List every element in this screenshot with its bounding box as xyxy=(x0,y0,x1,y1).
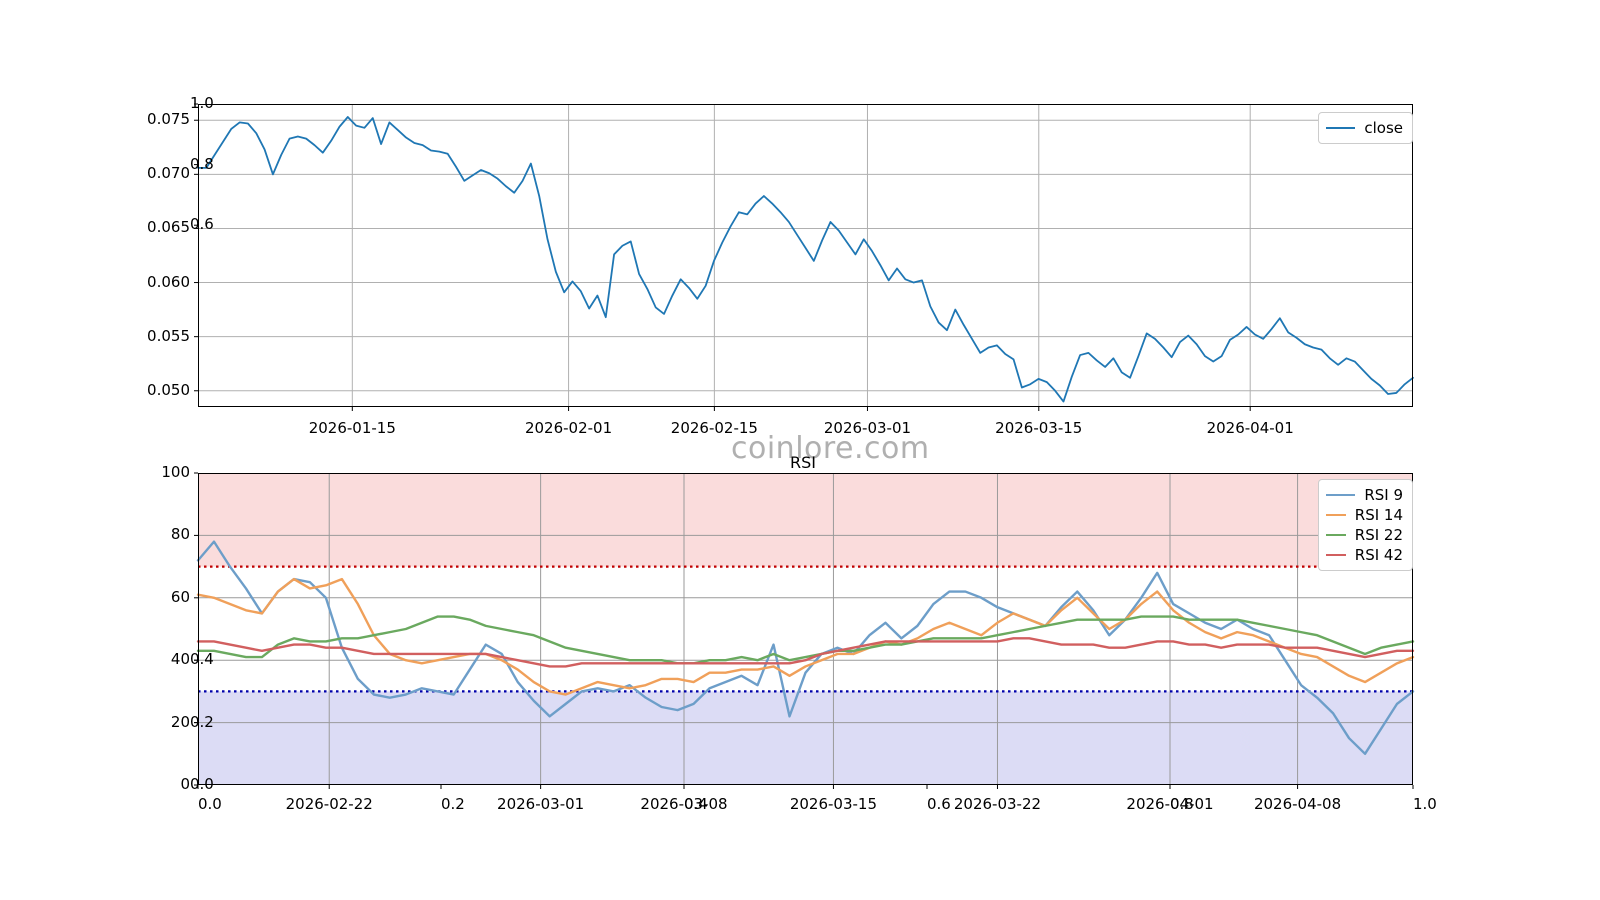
price-y-tick: 0.050 xyxy=(147,380,190,399)
legend-swatch-rsi9 xyxy=(1326,494,1356,496)
legend-label-rsi22: RSI 22 xyxy=(1354,526,1403,544)
legend-swatch-rsi14 xyxy=(1326,514,1346,516)
legend-label-rsi14: RSI 14 xyxy=(1354,506,1403,524)
legend-item-rsi14: RSI 14 xyxy=(1326,505,1403,525)
price-x-tick: 2026-01-15 xyxy=(308,419,396,437)
rsi-ghost-y-tick: 0.0 xyxy=(190,775,214,793)
legend-label-close: close xyxy=(1364,119,1403,137)
rsi-y-tick: 100 xyxy=(161,463,190,481)
rsi-x-tick: 2026-03-01 xyxy=(497,795,585,813)
price-ghost-y-tick: 0.8 xyxy=(190,154,214,173)
rsi-x-tick: 2026-03-15 xyxy=(789,795,878,813)
legend-swatch-rsi42 xyxy=(1326,554,1346,556)
price-panel-frame xyxy=(198,104,1413,407)
price-x-tick: 2026-03-01 xyxy=(823,419,912,437)
legend-item-close: close xyxy=(1326,118,1403,138)
legend-item-rsi42: RSI 42 xyxy=(1326,545,1403,565)
rsi-y-tick: 80 xyxy=(170,525,190,544)
legend-label-rsi9: RSI 9 xyxy=(1364,486,1403,504)
coinlore-watermark: coinlore.com xyxy=(731,431,930,466)
rsi-y-tick: 20 xyxy=(170,712,190,731)
legend-item-rsi22: RSI 22 xyxy=(1326,525,1403,545)
price-y-tick: 0.075 xyxy=(147,110,190,129)
rsi-ghost-x-tick: 1.0 xyxy=(1413,795,1437,813)
price-ghost-y-tick: 1.0 xyxy=(190,94,214,112)
rsi-y-tick: 60 xyxy=(170,587,190,606)
rsi-ghost-y-tick: 0.4 xyxy=(190,650,214,669)
rsi-ghost-y-tick: 0.2 xyxy=(190,712,214,731)
legend-swatch-rsi22 xyxy=(1326,534,1346,536)
rsi-ghost-x-tick: 0.0 xyxy=(198,795,222,813)
rsi-x-tick: 2026-04-08 xyxy=(1253,795,1342,813)
legend-swatch-close xyxy=(1326,127,1356,129)
rsi-ghost-x-tick: 0.6 xyxy=(927,795,951,813)
rsi-ghost-x-tick: 0.4 xyxy=(684,795,708,813)
rsi-legend: RSI 9 RSI 14 RSI 22 RSI 42 xyxy=(1318,479,1413,571)
rsi-x-tick: 2026-03-22 xyxy=(953,795,1042,813)
price-x-tick: 2026-02-01 xyxy=(524,419,613,437)
price-legend: close xyxy=(1318,112,1413,144)
rsi-panel-title: RSI xyxy=(790,453,816,472)
rsi-panel-frame xyxy=(198,473,1413,785)
rsi-x-tick: 2026-03-08 xyxy=(640,795,728,813)
rsi-ghost-x-tick: 0.8 xyxy=(1170,795,1194,813)
price-ghost-y-tick: 0.6 xyxy=(190,215,214,234)
legend-item-rsi9: RSI 9 xyxy=(1326,485,1403,505)
price-x-tick: 2026-03-15 xyxy=(995,419,1083,437)
rsi-ghost-x-tick: 0.2 xyxy=(441,795,465,813)
price-y-tick: 0.055 xyxy=(147,326,190,345)
price-x-tick: 2026-02-15 xyxy=(670,419,758,437)
rsi-y-tick: 0 xyxy=(180,775,190,793)
legend-label-rsi42: RSI 42 xyxy=(1354,546,1403,564)
rsi-x-tick: 2026-02-22 xyxy=(285,795,373,813)
rsi-x-tick: 2026-04-01 xyxy=(1126,795,1214,813)
price-x-tick: 2026-04-01 xyxy=(1206,419,1294,437)
price-y-tick: 0.070 xyxy=(147,164,190,183)
rsi-y-tick: 40 xyxy=(170,650,190,669)
price-y-tick: 0.065 xyxy=(147,218,190,237)
price-y-tick: 0.060 xyxy=(147,272,190,291)
